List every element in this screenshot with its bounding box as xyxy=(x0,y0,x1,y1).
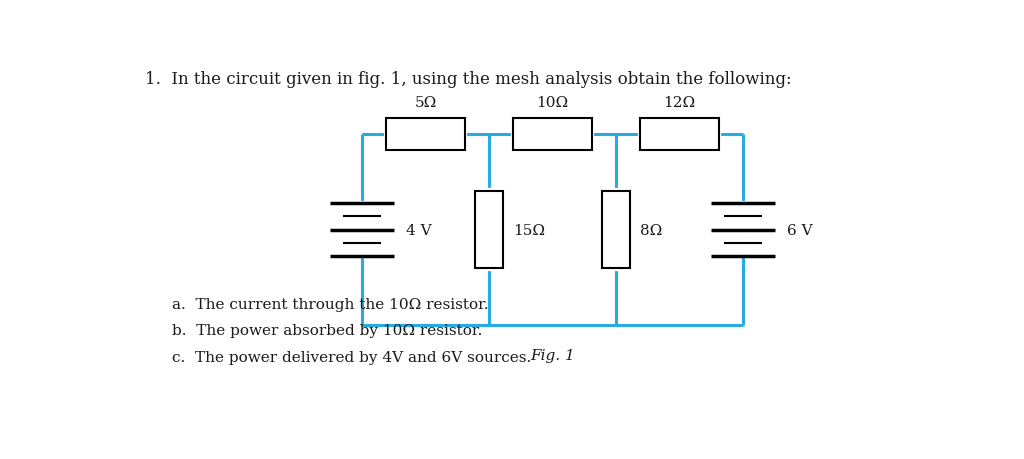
Bar xyxy=(386,119,465,151)
Text: a.  The current through the 10Ω resistor.: a. The current through the 10Ω resistor. xyxy=(172,297,488,311)
Text: Fig. 1: Fig. 1 xyxy=(530,348,574,363)
Text: 15Ω: 15Ω xyxy=(513,223,545,237)
Bar xyxy=(602,191,631,269)
Text: 5Ω: 5Ω xyxy=(415,96,436,110)
Text: 12Ω: 12Ω xyxy=(664,96,695,110)
Text: 1.  In the circuit given in fig. 1, using the mesh analysis obtain the following: 1. In the circuit given in fig. 1, using… xyxy=(145,71,793,88)
Text: c.  The power delivered by 4V and 6V sources.: c. The power delivered by 4V and 6V sour… xyxy=(172,350,530,364)
Text: 4 V: 4 V xyxy=(406,223,431,237)
Text: 6 V: 6 V xyxy=(786,223,812,237)
Bar xyxy=(475,191,504,269)
Text: 8Ω: 8Ω xyxy=(640,223,663,237)
Bar xyxy=(640,119,719,151)
Text: 10Ω: 10Ω xyxy=(537,96,568,110)
Bar xyxy=(513,119,592,151)
Text: b.  The power absorbed by 10Ω resistor.: b. The power absorbed by 10Ω resistor. xyxy=(172,324,482,338)
